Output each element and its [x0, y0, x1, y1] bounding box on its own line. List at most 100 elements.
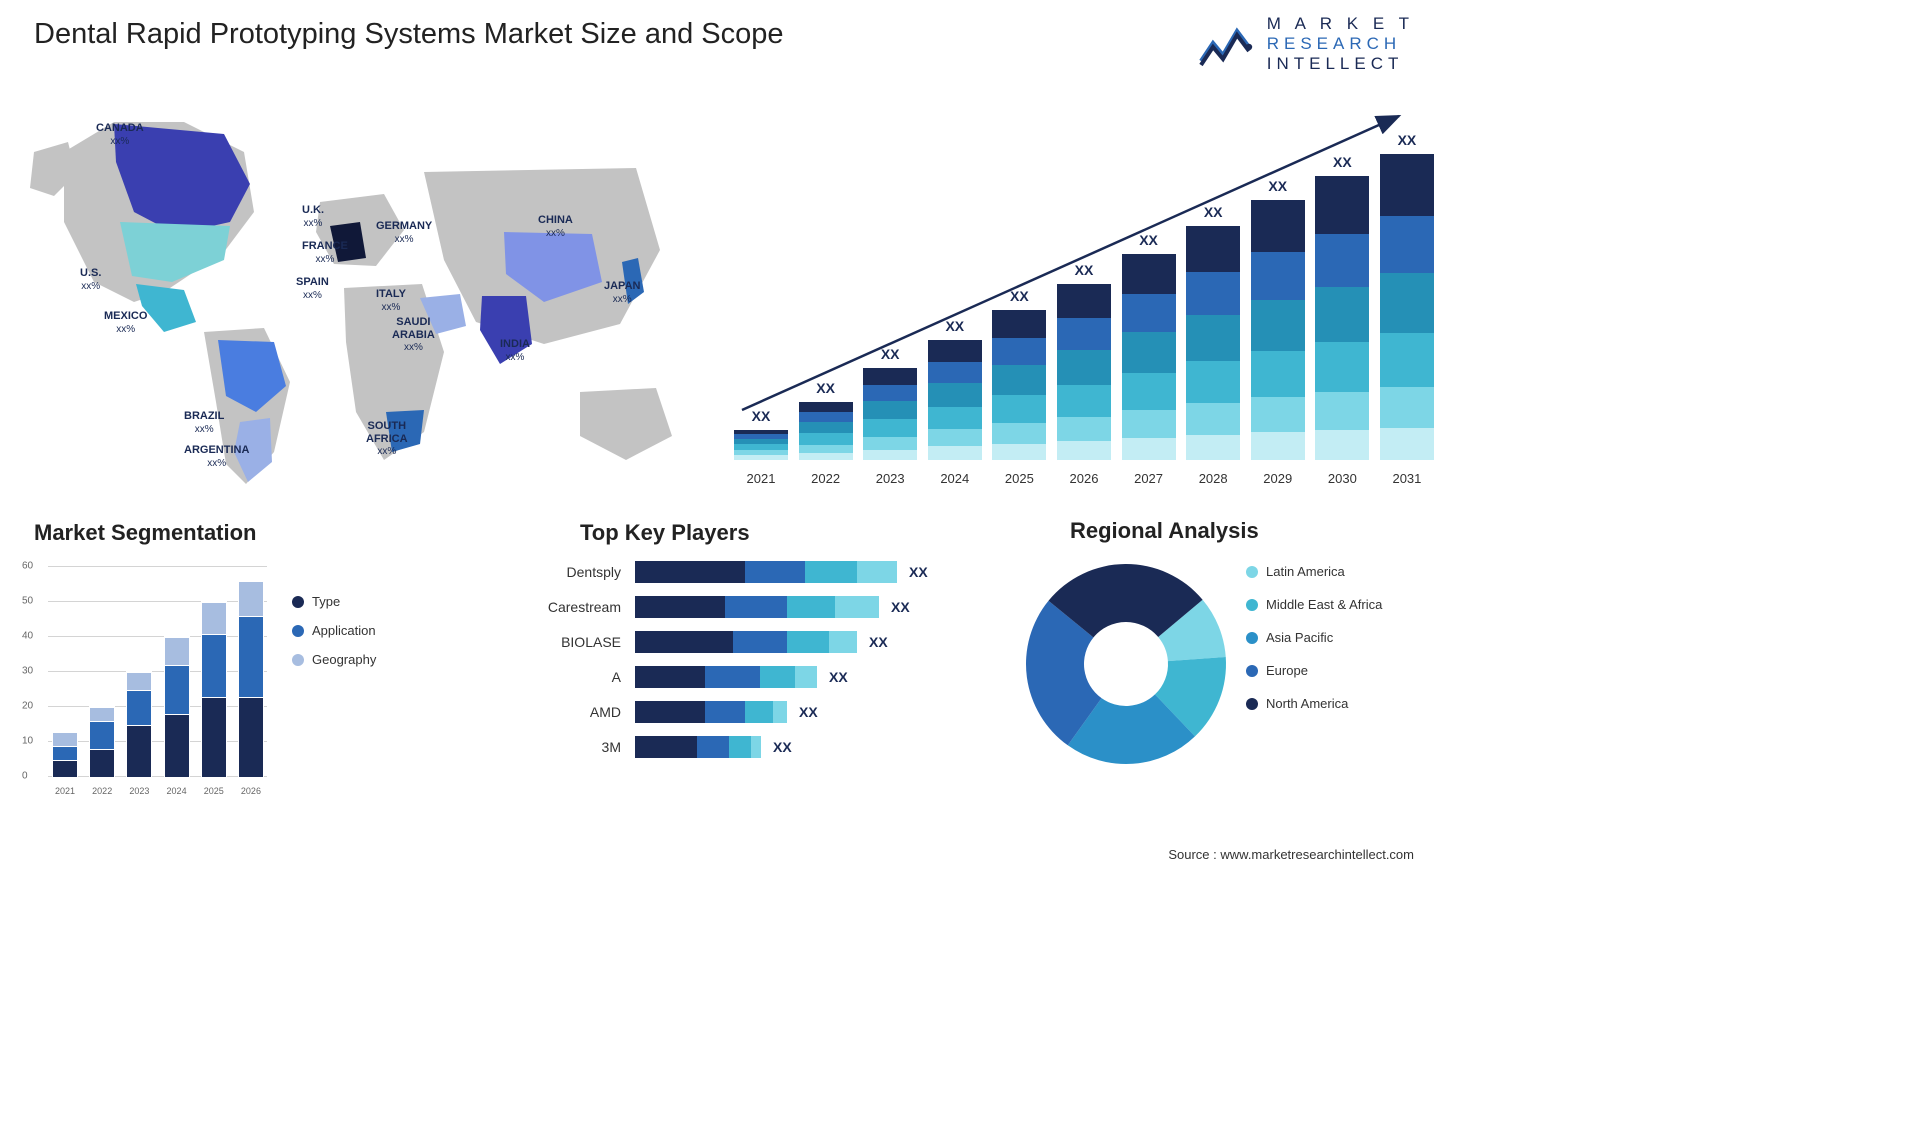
bar-segment	[992, 423, 1046, 444]
bar-segment	[1251, 252, 1305, 300]
bar-segment	[1186, 361, 1240, 403]
bar-segment	[863, 401, 917, 419]
player-bar-segment	[725, 596, 787, 618]
seg-bar-segment	[165, 665, 189, 714]
bar-segment	[863, 450, 917, 460]
bar-segment	[1380, 154, 1434, 216]
player-name: A	[530, 669, 635, 685]
mainbar-item: XX	[1315, 176, 1369, 460]
x-axis-label: 2021	[734, 471, 788, 486]
x-axis-label: 2025	[992, 471, 1046, 486]
player-name: Carestream	[530, 599, 635, 615]
bar-segment	[1251, 300, 1305, 351]
seg-bar-segment	[90, 749, 114, 777]
bar-segment	[928, 340, 982, 362]
logo-line3: INTELLECT	[1267, 54, 1414, 74]
bar-segment	[1251, 397, 1305, 432]
mainbar-item: XX	[799, 402, 853, 460]
player-name: 3M	[530, 739, 635, 755]
map-label: SOUTHAFRICAxx%	[366, 420, 408, 458]
mainbar-item: XX	[1251, 200, 1305, 460]
x-axis-label: 2023	[126, 786, 152, 796]
bar-segment	[1251, 351, 1305, 397]
seg-bar-segment	[165, 637, 189, 665]
seg-bar-segment	[239, 581, 263, 616]
bar-segment	[799, 422, 853, 433]
player-row: 3M XX	[530, 735, 1000, 759]
logo-line1: M A R K E T	[1267, 14, 1414, 34]
brand-logo: M A R K E T RESEARCH INTELLECT	[1199, 14, 1414, 74]
bar-segment	[1186, 226, 1240, 272]
bar-segment	[863, 419, 917, 437]
player-row: DentsplyXX	[530, 560, 1000, 584]
seg-bar-segment	[90, 707, 114, 721]
bar-value-label: XX	[1010, 288, 1029, 304]
player-value: XX	[879, 599, 910, 615]
y-axis-label: 60	[22, 561, 33, 572]
player-name: BIOLASE	[530, 634, 635, 650]
player-bar-segment	[635, 736, 697, 758]
x-axis-label: 2027	[1122, 471, 1176, 486]
player-value: XX	[761, 739, 792, 755]
x-axis-label: 2028	[1186, 471, 1240, 486]
player-bar-segment	[745, 701, 773, 723]
seg-bar-segment	[202, 602, 226, 634]
seg-bar	[89, 706, 115, 778]
bar-segment	[1251, 432, 1305, 460]
main-bar-chart: XXXXXXXXXXXXXXXXXXXXXX 20212022202320242…	[734, 100, 1434, 490]
seg-bar-segment	[127, 672, 151, 690]
seg-bar	[201, 601, 227, 778]
map-label: U.K.xx%	[302, 204, 324, 229]
x-axis-label: 2030	[1315, 471, 1369, 486]
bar-segment	[799, 453, 853, 460]
bar-segment	[992, 365, 1046, 395]
bar-segment	[1122, 254, 1176, 294]
seg-bar-segment	[202, 634, 226, 697]
player-bar	[635, 736, 761, 758]
y-axis-label: 10	[22, 736, 33, 747]
donut-chart	[1016, 554, 1236, 774]
bar-value-label: XX	[945, 318, 964, 334]
y-axis-label: 40	[22, 631, 33, 642]
bar-segment	[1315, 287, 1369, 342]
bar-segment	[928, 407, 982, 429]
seg-bar-segment	[53, 760, 77, 778]
y-axis-label: 0	[22, 771, 28, 782]
bar-segment	[1315, 234, 1369, 287]
bar-value-label: XX	[752, 408, 771, 424]
bar-segment	[928, 429, 982, 446]
bar-segment	[1186, 315, 1240, 361]
x-axis-label: 2026	[1057, 471, 1111, 486]
player-bar-segment	[829, 631, 857, 653]
legend-item: North America	[1246, 696, 1382, 711]
map-label: GERMANYxx%	[376, 220, 432, 245]
bar-segment	[1186, 272, 1240, 315]
regional-analysis-chart: Latin AmericaMiddle East & AfricaAsia Pa…	[1016, 554, 1446, 814]
map-label: ARGENTINAxx%	[184, 444, 249, 469]
bar-segment	[1057, 284, 1111, 318]
player-value: XX	[817, 669, 848, 685]
player-bar	[635, 561, 897, 583]
player-value: XX	[897, 564, 928, 580]
seg-bar-segment	[90, 721, 114, 749]
player-bar-segment	[773, 701, 787, 723]
legend-item: Middle East & Africa	[1246, 597, 1382, 612]
legend-item: Geography	[292, 652, 376, 667]
player-bar-segment	[635, 596, 725, 618]
bar-segment	[992, 338, 1046, 365]
seg-bar-segment	[239, 616, 263, 697]
seg-bar	[238, 580, 264, 778]
bar-value-label: XX	[1333, 154, 1352, 170]
y-axis-label: 30	[22, 666, 33, 677]
map-label: SPAINxx%	[296, 276, 329, 301]
legend-item: Type	[292, 594, 376, 609]
bar-segment	[863, 368, 917, 385]
bar-segment	[928, 362, 982, 383]
bar-segment	[1315, 430, 1369, 460]
bar-segment	[1057, 350, 1111, 385]
bar-segment	[1057, 385, 1111, 417]
players-title: Top Key Players	[580, 520, 750, 546]
seg-bar-segment	[165, 714, 189, 777]
bar-segment	[1122, 294, 1176, 332]
player-bar-segment	[787, 596, 835, 618]
